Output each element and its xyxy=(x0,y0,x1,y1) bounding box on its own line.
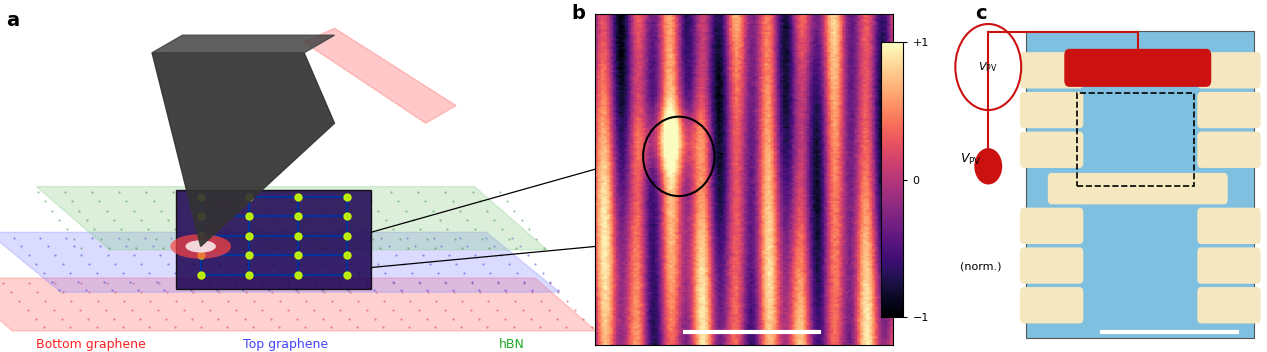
Circle shape xyxy=(974,148,1002,184)
FancyBboxPatch shape xyxy=(1197,287,1261,323)
Text: Bottom graphene: Bottom graphene xyxy=(37,339,146,352)
FancyBboxPatch shape xyxy=(1197,132,1261,168)
FancyBboxPatch shape xyxy=(1020,287,1083,323)
FancyBboxPatch shape xyxy=(1197,208,1261,244)
FancyBboxPatch shape xyxy=(1048,173,1228,205)
Polygon shape xyxy=(37,187,547,250)
Text: (norm.): (norm.) xyxy=(960,262,1002,272)
Bar xyxy=(1077,94,1194,186)
FancyBboxPatch shape xyxy=(1020,92,1083,128)
FancyBboxPatch shape xyxy=(1020,247,1083,284)
Text: a: a xyxy=(6,11,19,30)
Text: $V_{\rm PV}$: $V_{\rm PV}$ xyxy=(960,152,982,167)
Polygon shape xyxy=(304,28,456,123)
Text: Top graphene: Top graphene xyxy=(243,339,328,352)
FancyBboxPatch shape xyxy=(1020,132,1083,168)
FancyBboxPatch shape xyxy=(1020,52,1083,89)
Polygon shape xyxy=(152,53,334,246)
Polygon shape xyxy=(152,35,334,53)
Polygon shape xyxy=(0,278,595,331)
FancyBboxPatch shape xyxy=(176,190,371,289)
FancyBboxPatch shape xyxy=(1064,49,1211,87)
Text: hBN: hBN xyxy=(499,339,525,352)
FancyBboxPatch shape xyxy=(1020,208,1083,244)
FancyBboxPatch shape xyxy=(1197,247,1261,284)
Polygon shape xyxy=(0,232,560,292)
Text: b: b xyxy=(571,4,585,23)
FancyBboxPatch shape xyxy=(1197,92,1261,128)
Ellipse shape xyxy=(170,234,231,259)
Ellipse shape xyxy=(185,240,215,253)
Circle shape xyxy=(955,24,1021,110)
FancyBboxPatch shape xyxy=(1197,52,1261,89)
Text: $V_{\rm PV}$: $V_{\rm PV}$ xyxy=(978,60,998,74)
Text: c: c xyxy=(976,4,987,23)
